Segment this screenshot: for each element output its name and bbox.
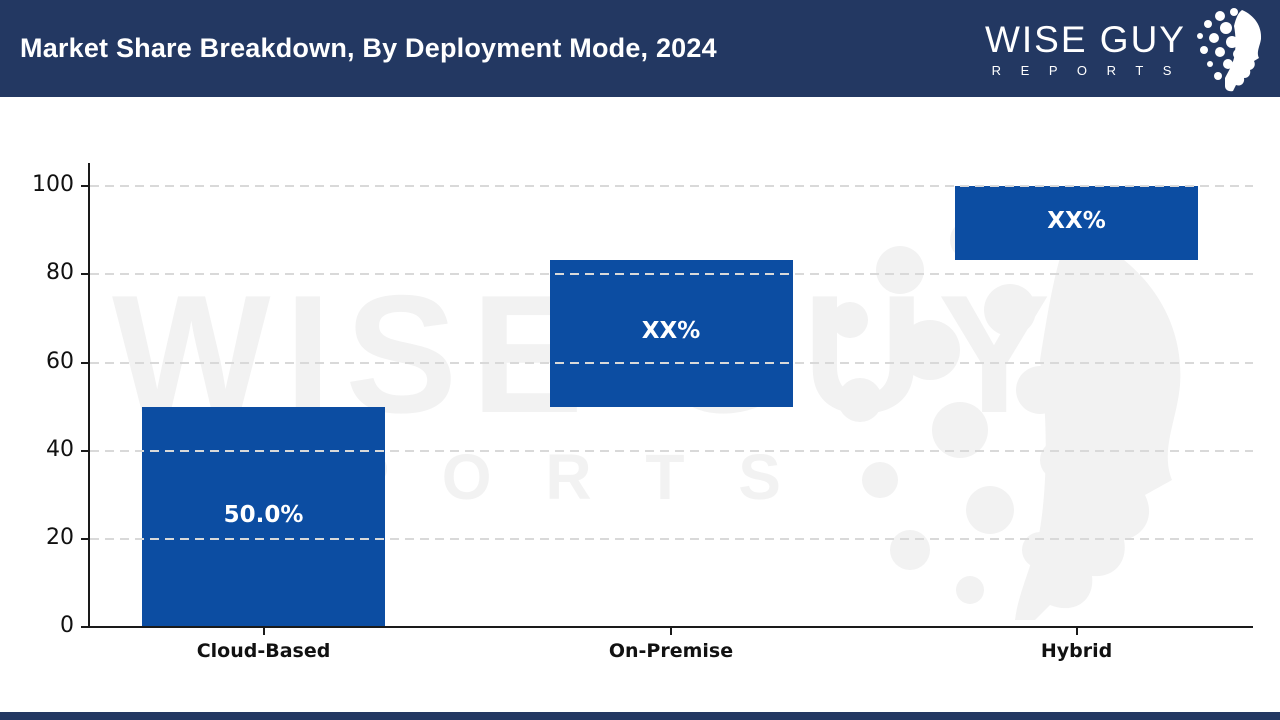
bar-value-label: XX% bbox=[641, 318, 701, 345]
x-category-label: Hybrid bbox=[1040, 640, 1113, 663]
y-gridline bbox=[90, 449, 1253, 452]
bar-hybrid bbox=[955, 186, 1198, 260]
y-tick-mark bbox=[81, 273, 88, 276]
bar-value-label: XX% bbox=[1047, 208, 1106, 235]
y-tick-mark bbox=[81, 626, 88, 629]
logo-wordmark-line2: R E P O R T S bbox=[991, 62, 1180, 78]
y-tick-label: 60 bbox=[46, 348, 74, 374]
y-tick-mark bbox=[81, 361, 88, 364]
bar-cloud-based bbox=[142, 406, 385, 628]
x-axis-line bbox=[88, 626, 1253, 629]
watermark-head-icon bbox=[832, 220, 1181, 620]
x-tick-mark bbox=[262, 628, 265, 636]
y-tick-mark bbox=[81, 449, 88, 452]
y-tick-mark bbox=[81, 185, 88, 188]
y-axis-line bbox=[88, 163, 90, 629]
y-tick-label: 0 bbox=[60, 613, 74, 639]
x-tick-mark bbox=[1075, 628, 1078, 636]
chart-title: Market Share Breakdown, By Deployment Mo… bbox=[20, 33, 717, 63]
logo-wordmark-line1: WISE GUY bbox=[984, 18, 1186, 60]
y-gridline bbox=[90, 185, 1253, 188]
logo-wordmark: WISE GUY R E P O R T S bbox=[985, 21, 1186, 77]
y-tick-mark bbox=[81, 538, 88, 541]
footer-bar bbox=[0, 712, 1280, 720]
x-category-label: On-Premise bbox=[608, 640, 734, 663]
header-bar: Market Share Breakdown, By Deployment Mo… bbox=[0, 0, 1280, 97]
y-tick-label: 20 bbox=[46, 525, 74, 551]
y-tick-label: 80 bbox=[46, 260, 74, 286]
y-tick-label: 100 bbox=[32, 172, 74, 198]
logo-head-icon bbox=[1197, 7, 1262, 91]
x-tick-mark bbox=[670, 628, 672, 636]
y-gridline bbox=[90, 538, 1253, 541]
y-gridline bbox=[90, 361, 1253, 364]
wiseguy-logo: WISE GUY R E P O R T S bbox=[985, 6, 1266, 92]
y-gridline bbox=[90, 273, 1253, 276]
x-category-label: Cloud-Based bbox=[196, 640, 331, 663]
y-tick-label: 40 bbox=[46, 436, 74, 462]
bar-on-premise bbox=[549, 259, 793, 407]
bar-value-label: 50.0% bbox=[223, 502, 304, 529]
